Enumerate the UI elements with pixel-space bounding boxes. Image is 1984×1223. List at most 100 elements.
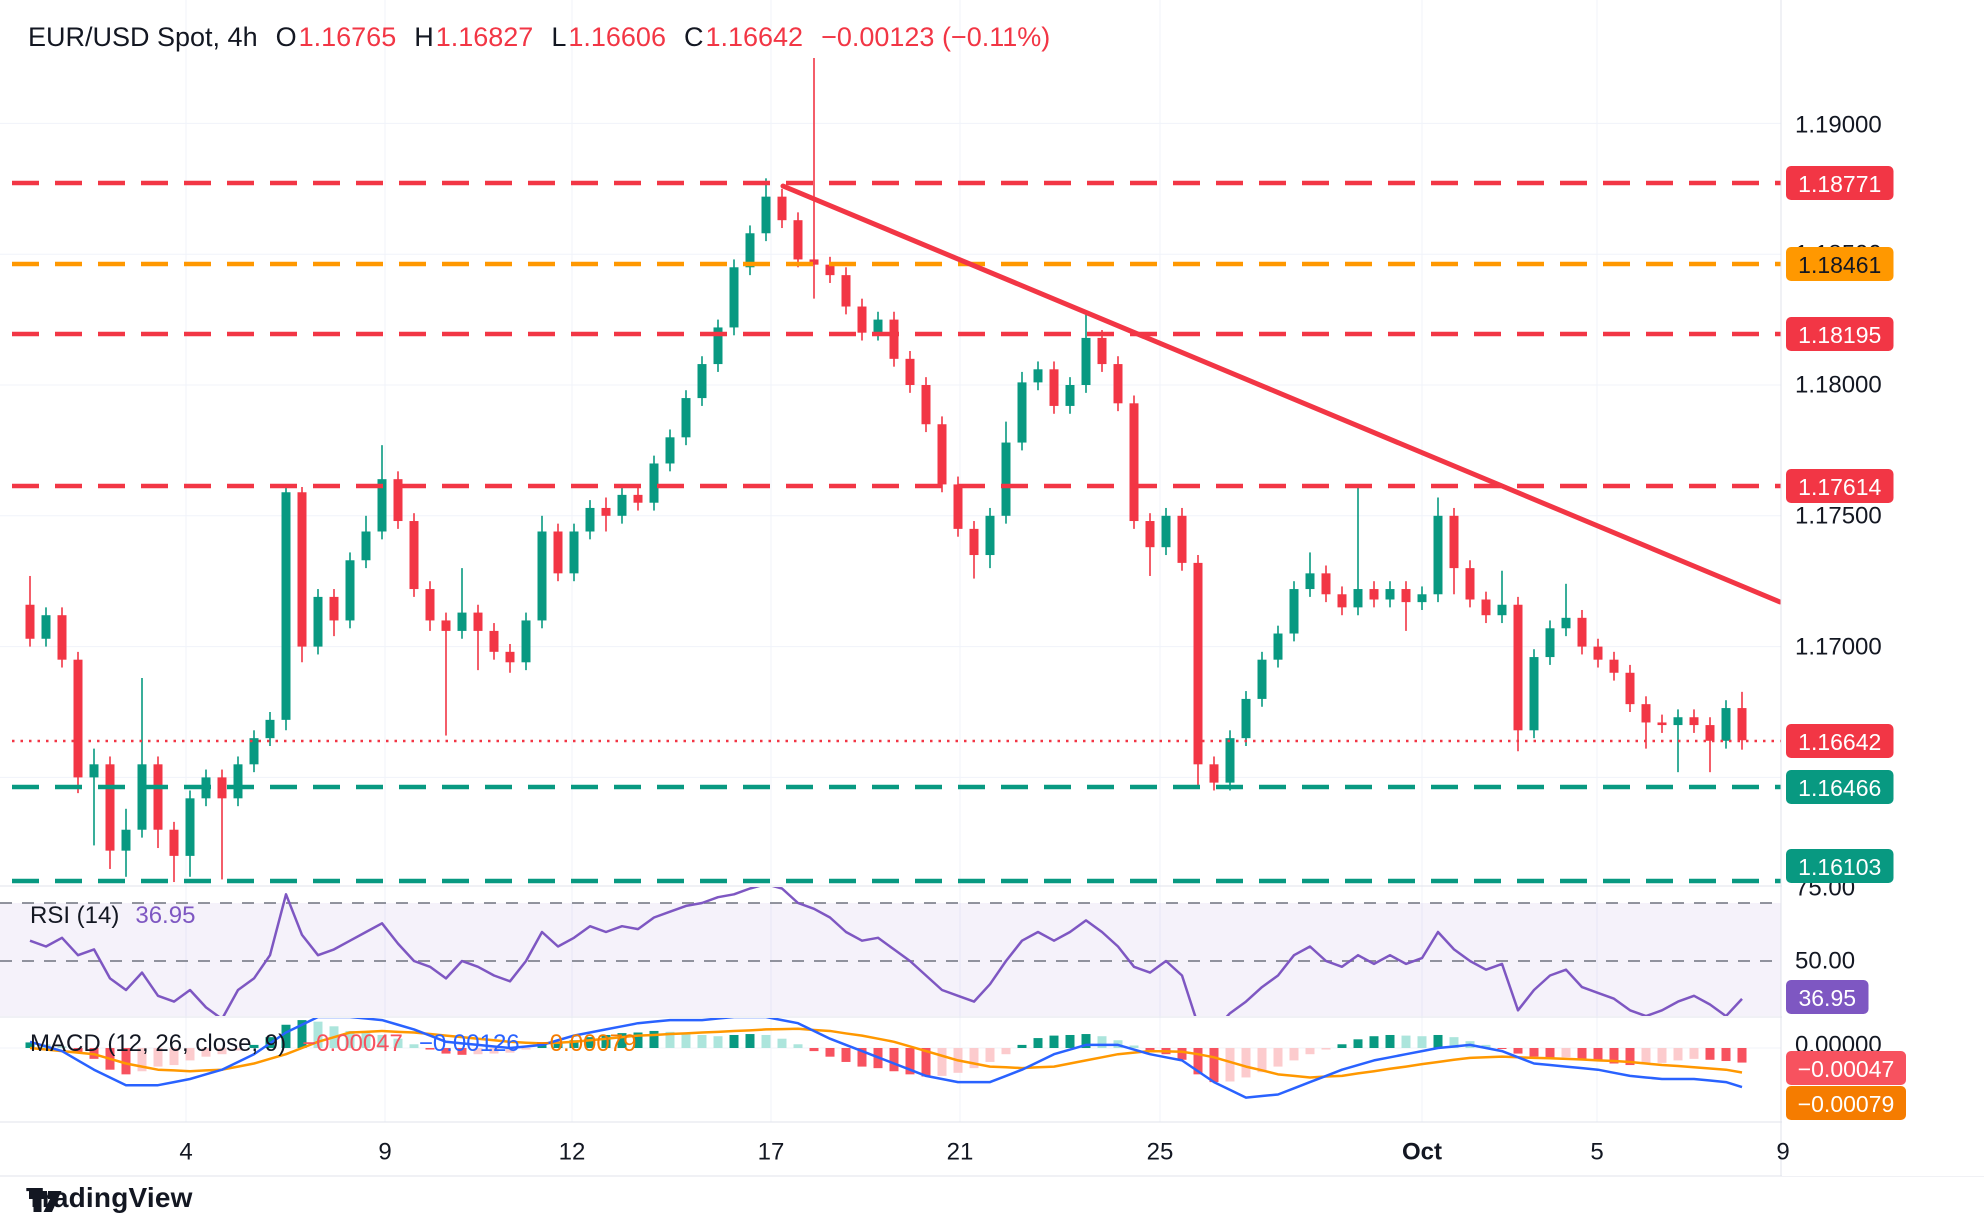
macd-hist-bar (665, 1031, 675, 1048)
time-label-4: 4 (179, 1139, 192, 1166)
candle-body (281, 492, 291, 720)
macd-hist-bar (1321, 1048, 1331, 1050)
candle-body (1369, 589, 1379, 600)
candle-body (1273, 633, 1283, 660)
candle-body (569, 531, 579, 574)
candle-body (1401, 589, 1411, 603)
macd-hist-bar (1673, 1048, 1683, 1061)
rsi-line (29, 887, 1743, 1016)
candle-body (265, 719, 275, 739)
high-label: H (414, 22, 434, 52)
macd-hist-bar (57, 1046, 67, 1048)
candle-body (969, 528, 979, 556)
macd-hist-bar (793, 1044, 803, 1048)
candle-body (729, 267, 739, 328)
close-label: C (683, 22, 704, 52)
candle-body (313, 596, 323, 647)
macd-line (29, 1018, 1743, 1099)
macd-signal-line (29, 1027, 1743, 1079)
macd-hist-bar (761, 1034, 771, 1048)
candle-body (1257, 659, 1267, 699)
macd-hist-bar (361, 1033, 371, 1048)
candle-body (745, 233, 755, 268)
macd-hist-bar (1241, 1048, 1251, 1078)
time-label-5: 5 (1590, 1139, 1603, 1166)
macd-hist-bar (233, 1048, 243, 1051)
price-axis-badges: 1.18771 1.18461 1.18195 1.17614 1.16642 1.164… (1786, 166, 1906, 1120)
candle-body (1625, 672, 1635, 705)
macd-hist-bar (1625, 1048, 1635, 1066)
symbol-legend[interactable]: EUR/USD Spot, 4h O 1.16765 H 1.16827 L 1.16… (28, 22, 1050, 53)
macd-hist-bar (1561, 1048, 1571, 1058)
candle-body (233, 764, 243, 799)
macd-hist-bar (1529, 1048, 1539, 1057)
candle-body (73, 659, 83, 778)
candle-body (1065, 385, 1075, 406)
macd-hist-bar (681, 1033, 691, 1048)
candle-body (953, 484, 963, 529)
macd-hist-bar (1609, 1048, 1619, 1064)
candle-body (1737, 708, 1747, 741)
candle-body (393, 479, 403, 522)
candle-body (409, 521, 419, 590)
macd-hist-bar (473, 1048, 483, 1055)
candle-body (713, 327, 723, 365)
macd-hist-bar (617, 1033, 627, 1048)
macd-hist-bar (169, 1048, 179, 1066)
badge-−0.00047: −0.00047 (1798, 1056, 1895, 1082)
macd-hist-bar (1641, 1048, 1651, 1065)
macd-hist-bar (1385, 1034, 1395, 1048)
macd-hist-bar (1449, 1037, 1459, 1048)
macd-hist-bar (1193, 1048, 1203, 1075)
candle-body (1113, 364, 1123, 404)
badge-1.16466: 1.16466 (1798, 775, 1881, 801)
macd-hist-bar (825, 1048, 835, 1057)
macd-hist-bar (1497, 1048, 1507, 1049)
macd-hist-bar (73, 1048, 83, 1053)
macd-hist-bar (889, 1048, 899, 1072)
candle-body (505, 651, 515, 663)
candle-body (153, 764, 163, 830)
badge-1.16103: 1.16103 (1798, 854, 1881, 880)
macd-hist-bar (297, 1020, 307, 1048)
price-tick-1.17500: 1.17500 (1795, 503, 1882, 530)
time-axis[interactable]: 4 9 12 17 21 25 Oct 5 9 (179, 1139, 1789, 1166)
candle-body (1465, 568, 1475, 600)
macd-hist-bar (345, 1030, 355, 1048)
macd-hist-bar (201, 1048, 211, 1057)
candle-body (137, 764, 147, 830)
macd-hist-bar (1721, 1048, 1731, 1062)
candle-body (1033, 369, 1043, 383)
macd-legend[interactable]: MACD (12, 26, close, 9) −0.00047 −0.0012… (30, 1030, 636, 1058)
macd-hist-bar (553, 1042, 563, 1048)
descending-trendline[interactable] (780, 183, 1781, 605)
tradingview-attribution[interactable]: TradingView (26, 1182, 193, 1214)
candle-body (1497, 604, 1507, 616)
candle-body (585, 507, 595, 532)
macd-hist-bar (1033, 1038, 1043, 1048)
macd-hist-bar (393, 1038, 403, 1048)
candle-body (1129, 403, 1139, 522)
macd-hist-bar (857, 1048, 867, 1067)
macd-hist-bar (937, 1048, 947, 1076)
badge-bg-−0.00047 (1786, 1051, 1906, 1085)
macd-hist-bar (457, 1048, 467, 1055)
rsi-legend[interactable]: RSI (14) 36.95 (30, 902, 195, 930)
candle-body (665, 437, 675, 464)
rsi-pane[interactable] (0, 902, 1781, 1019)
macd-hist-bar (1657, 1048, 1667, 1063)
candle-body (1161, 515, 1171, 548)
open-label: O (275, 22, 297, 52)
candle-body (761, 196, 771, 234)
candle-body (185, 798, 195, 856)
candle-body (777, 196, 787, 221)
macd-hist-bar (697, 1034, 707, 1048)
time-label-9: 9 (378, 1139, 391, 1166)
candle-body (857, 306, 867, 333)
macd-pane[interactable] (0, 1017, 1781, 1099)
price-levels (12, 180, 1781, 884)
candle-body (1145, 521, 1155, 548)
candle-body (1289, 589, 1299, 634)
candle-body (1689, 717, 1699, 726)
